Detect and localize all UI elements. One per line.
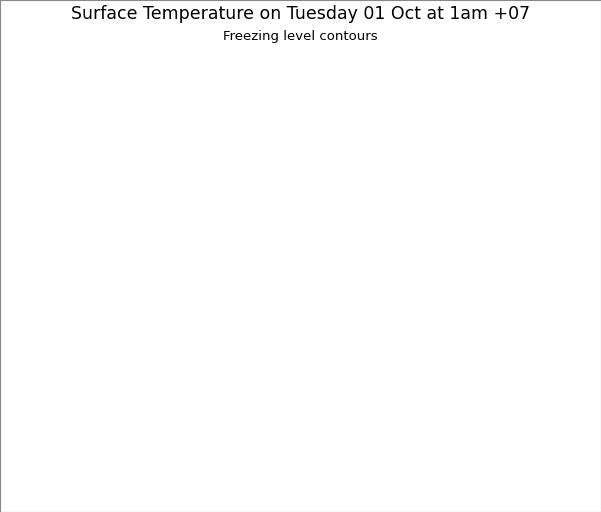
Text: Freezing level contours: Freezing level contours — [223, 30, 378, 44]
Text: Surface Temperature on Tuesday 01 Oct at 1am +07: Surface Temperature on Tuesday 01 Oct at… — [71, 5, 530, 23]
